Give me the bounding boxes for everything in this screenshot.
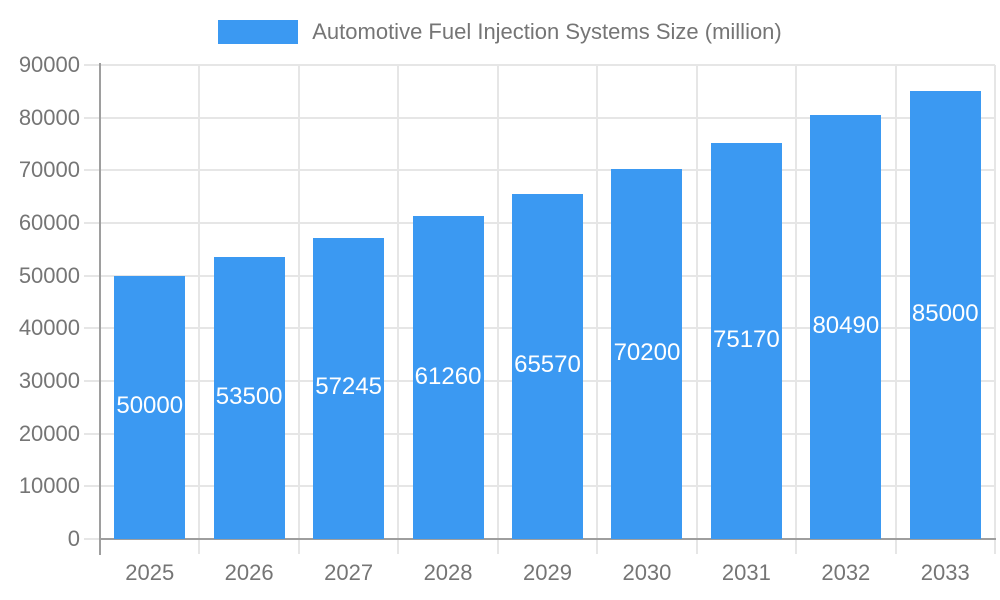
- x-tick-label: 2025: [125, 560, 175, 585]
- bar-value-label: 50000: [116, 392, 184, 420]
- y-tick-label: 20000: [18, 420, 80, 446]
- y-tick-mark: [84, 116, 100, 119]
- x-tick-label: 2030: [622, 560, 672, 585]
- bar[interactable]: [313, 237, 385, 539]
- y-tick-mark: [84, 169, 100, 172]
- x-tick-label: 2026: [224, 560, 274, 585]
- bar-value-label: 70200: [613, 339, 681, 367]
- gridline-vertical: [695, 65, 698, 554]
- y-tick-label: 10000: [18, 473, 80, 499]
- bar[interactable]: [611, 169, 683, 539]
- y-tick-label: 80000: [18, 104, 80, 130]
- x-tick-label: 2029: [523, 560, 572, 585]
- y-tick-label: 40000: [18, 315, 80, 341]
- x-tick-label: 2031: [721, 560, 771, 585]
- chart-title: Automotive Fuel Injection Systems Size (…: [312, 19, 782, 44]
- y-tick-mark: [84, 380, 100, 382]
- x-tick-label: 2028: [423, 560, 473, 585]
- y-tick-label: 0: [67, 526, 80, 551]
- bar-value-label: 75170: [713, 326, 780, 354]
- bar-value-label: 65570: [514, 351, 581, 379]
- bar-value-label: 57245: [315, 373, 382, 401]
- gridline-vertical: [894, 65, 897, 554]
- gridline-horizontal: [100, 169, 995, 172]
- y-tick-mark: [84, 222, 100, 224]
- x-axis-line: [99, 538, 996, 540]
- y-tick-label: 70000: [18, 157, 80, 183]
- bar[interactable]: [512, 193, 583, 539]
- bar[interactable]: [114, 275, 186, 539]
- gridline-vertical: [994, 65, 996, 554]
- gridline-vertical: [496, 65, 499, 554]
- gridline-vertical: [795, 65, 798, 554]
- bar-value-label: 53500: [215, 383, 283, 411]
- x-tick-label: 2033: [920, 560, 970, 585]
- y-tick-mark: [84, 432, 100, 435]
- x-tick-label: 2027: [324, 560, 374, 585]
- gridline-horizontal: [100, 116, 995, 119]
- bar-value-label: 61260: [414, 362, 482, 390]
- bar-value-label: 85000: [911, 300, 979, 328]
- y-tick-label: 60000: [18, 210, 80, 235]
- x-tick-label: 2032: [821, 560, 871, 585]
- y-tick-mark: [84, 64, 100, 66]
- bar-value-label: 80490: [812, 312, 880, 340]
- chart-legend: Automotive Fuel Injection Systems Size (…: [0, 19, 1000, 45]
- y-tick-label: 90000: [18, 52, 80, 77]
- gridline-vertical: [596, 65, 599, 554]
- y-tick-label: 50000: [18, 262, 80, 288]
- y-axis-line: [99, 63, 101, 555]
- gridline-horizontal: [100, 64, 995, 66]
- y-tick-label: 30000: [18, 368, 80, 393]
- gridline-vertical: [397, 65, 400, 554]
- gridline-vertical: [297, 65, 300, 554]
- bar[interactable]: [909, 91, 981, 539]
- y-tick-mark: [84, 485, 100, 488]
- legend-swatch: [218, 20, 299, 44]
- y-tick-mark: [84, 274, 100, 277]
- y-tick-mark: [84, 327, 100, 330]
- y-tick-mark: [84, 538, 100, 540]
- bar[interactable]: [412, 216, 484, 539]
- gridline-vertical: [198, 65, 201, 554]
- bar[interactable]: [710, 143, 782, 539]
- bar[interactable]: [810, 115, 882, 539]
- bar[interactable]: [213, 257, 285, 539]
